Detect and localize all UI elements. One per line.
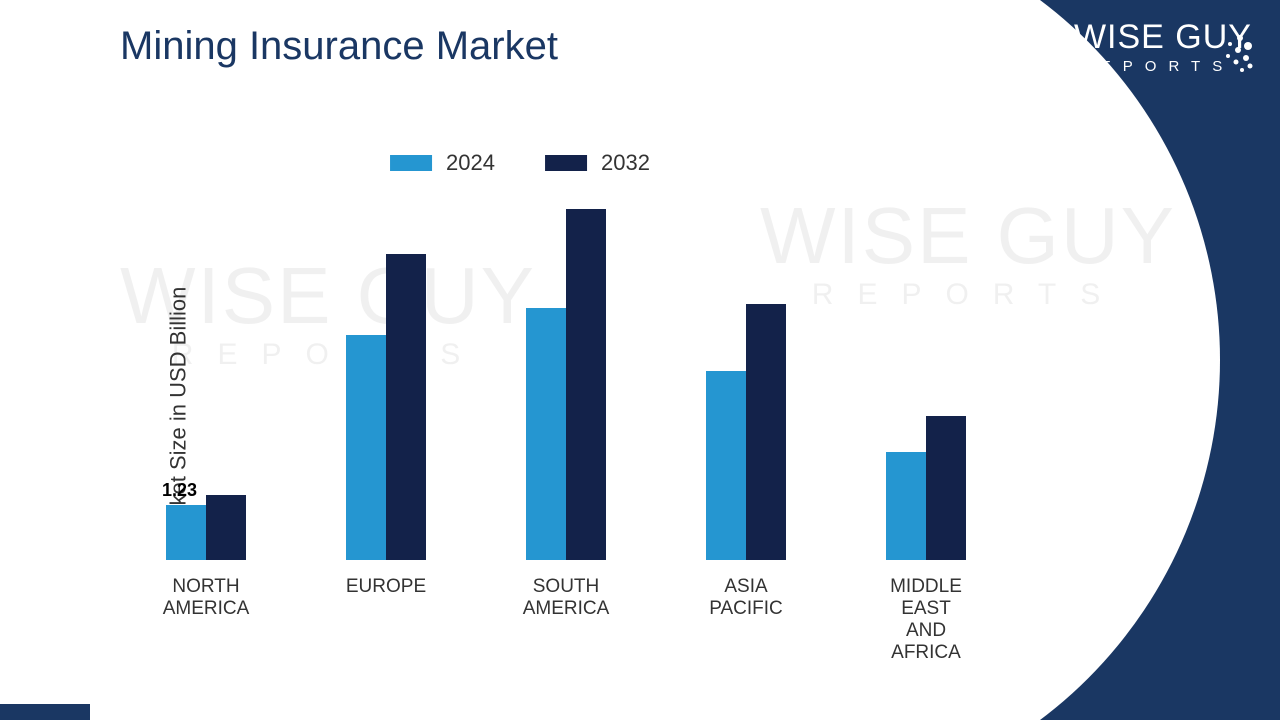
x-tick-label: ASIAPACIFIC (676, 576, 816, 620)
x-axis-labels: NORTHAMERICA EUROPE SOUTHAMERICA ASIAPACIFI… (130, 570, 980, 680)
bar-2032 (926, 416, 966, 560)
bar-2024 (886, 452, 926, 560)
value-label: 1.23 (162, 480, 197, 501)
accent-strip (0, 704, 90, 720)
x-tick-label: MIDDLEEASTANDAFRICA (856, 576, 996, 663)
bar-2032 (746, 304, 786, 561)
bar-2024 (706, 371, 746, 560)
x-tick-label: EUROPE (316, 576, 456, 598)
legend-label: 2024 (446, 150, 495, 176)
bar-2032 (206, 495, 246, 560)
bar-2024 (166, 505, 206, 560)
x-tick-label: NORTHAMERICA (136, 576, 276, 620)
bar-2024 (346, 335, 386, 560)
legend-swatch (390, 155, 432, 171)
plot: 1.23 (130, 200, 980, 560)
legend: 2024 2032 (390, 150, 650, 176)
legend-item-2024: 2024 (390, 150, 495, 176)
x-tick-label: SOUTHAMERICA (496, 576, 636, 620)
brand-main: WISE GUY (1074, 20, 1252, 54)
legend-label: 2032 (601, 150, 650, 176)
chart-area: Market Size in USD Billion 2024 2032 1.2… (60, 150, 980, 680)
bar-2032 (566, 209, 606, 560)
bar-2024 (526, 308, 566, 560)
legend-swatch (545, 155, 587, 171)
brand-logo: WISE GUY REPORTS (1074, 20, 1252, 75)
legend-item-2032: 2032 (545, 150, 650, 176)
canvas: WISE GUY REPORTS Mining Insurance Market… (0, 0, 1280, 720)
brand-sub: REPORTS (1078, 58, 1252, 75)
chart-title: Mining Insurance Market (120, 24, 558, 69)
bar-2032 (386, 254, 426, 560)
